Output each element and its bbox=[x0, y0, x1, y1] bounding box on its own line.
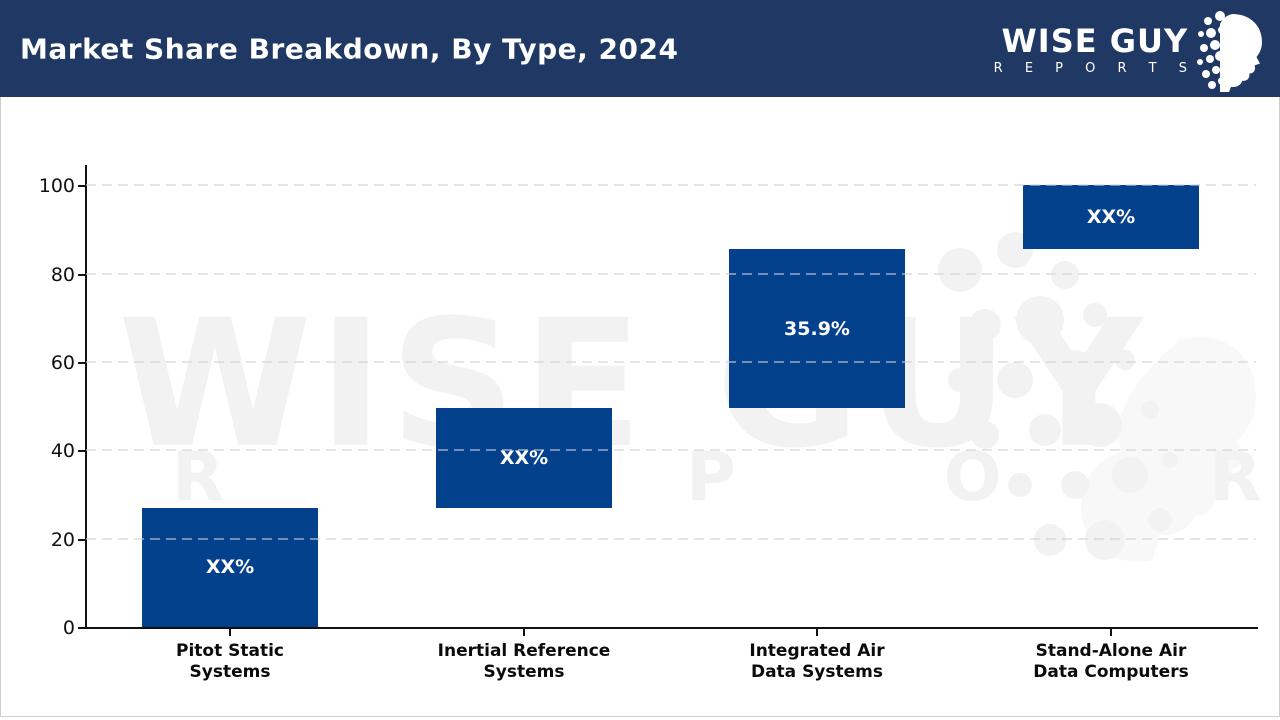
y-tick bbox=[78, 627, 85, 629]
y-tick-label: 20 bbox=[50, 528, 75, 551]
bar-value-label: XX% bbox=[499, 446, 549, 469]
brand-logo-text: WISE GUY R E P O R T S bbox=[994, 22, 1196, 76]
bar-value-label: 35.9% bbox=[784, 317, 850, 340]
bar-value-label: XX% bbox=[205, 556, 255, 579]
category-label-inertial-reference-systems: Inertial Reference Systems bbox=[404, 641, 644, 683]
category-label-line: Systems bbox=[189, 662, 271, 682]
y-tick-label: 100 bbox=[38, 175, 75, 198]
gridline bbox=[86, 184, 1256, 187]
category-label-line: Data Computers bbox=[1033, 662, 1189, 682]
page-title: Market Share Breakdown, By Type, 2024 bbox=[20, 32, 679, 65]
x-tick bbox=[229, 629, 231, 636]
header-bar: Market Share Breakdown, By Type, 2024 WI… bbox=[0, 0, 1280, 97]
category-label-line: Pitot Static bbox=[175, 641, 284, 661]
y-tick bbox=[78, 450, 85, 453]
y-tick bbox=[78, 185, 85, 188]
y-tick-label: 40 bbox=[50, 440, 75, 463]
brand-tagline: R E P O R T S bbox=[993, 61, 1196, 76]
gridline bbox=[86, 360, 1256, 363]
y-tick bbox=[78, 361, 85, 364]
x-tick bbox=[1110, 629, 1112, 636]
gridline bbox=[86, 537, 1256, 540]
y-tick-label: 0 bbox=[62, 617, 75, 639]
category-label-integrated-air-data-systems: Integrated Air Data Systems bbox=[697, 641, 937, 683]
category-label-line: Integrated Air bbox=[749, 641, 885, 661]
y-tick-label: 60 bbox=[50, 351, 75, 374]
brand-name: WISE GUY bbox=[1001, 22, 1189, 60]
category-label-line: Systems bbox=[483, 662, 565, 682]
dotted-face-icon bbox=[1197, 11, 1262, 92]
y-axis-line bbox=[85, 165, 87, 629]
bar-inertial-reference-systems bbox=[436, 407, 612, 508]
bar-pitot-static-systems bbox=[142, 507, 318, 627]
bar-stand-alone-air-data-computers bbox=[1023, 185, 1199, 250]
gridline bbox=[86, 449, 1256, 452]
category-label-stand-alone-air-data-computers: Stand-Alone Air Data Computers bbox=[991, 641, 1231, 683]
x-tick bbox=[816, 629, 818, 636]
y-tick bbox=[78, 538, 85, 541]
y-tick bbox=[78, 273, 85, 276]
x-axis-line bbox=[85, 627, 1258, 629]
category-label-line: Stand-Alone Air bbox=[1035, 641, 1187, 661]
brand-logo: WISE GUY R E P O R T S bbox=[994, 6, 1266, 92]
y-tick-label: 80 bbox=[50, 263, 75, 286]
bar-value-label: XX% bbox=[1086, 206, 1136, 229]
category-label-pitot-static-systems: Pitot Static Systems bbox=[110, 641, 350, 683]
gridline bbox=[86, 272, 1256, 275]
x-tick bbox=[523, 629, 525, 636]
bar-integrated-air-data-systems bbox=[729, 249, 905, 408]
category-label-line: Data Systems bbox=[750, 662, 884, 682]
category-label-line: Inertial Reference bbox=[437, 641, 611, 661]
